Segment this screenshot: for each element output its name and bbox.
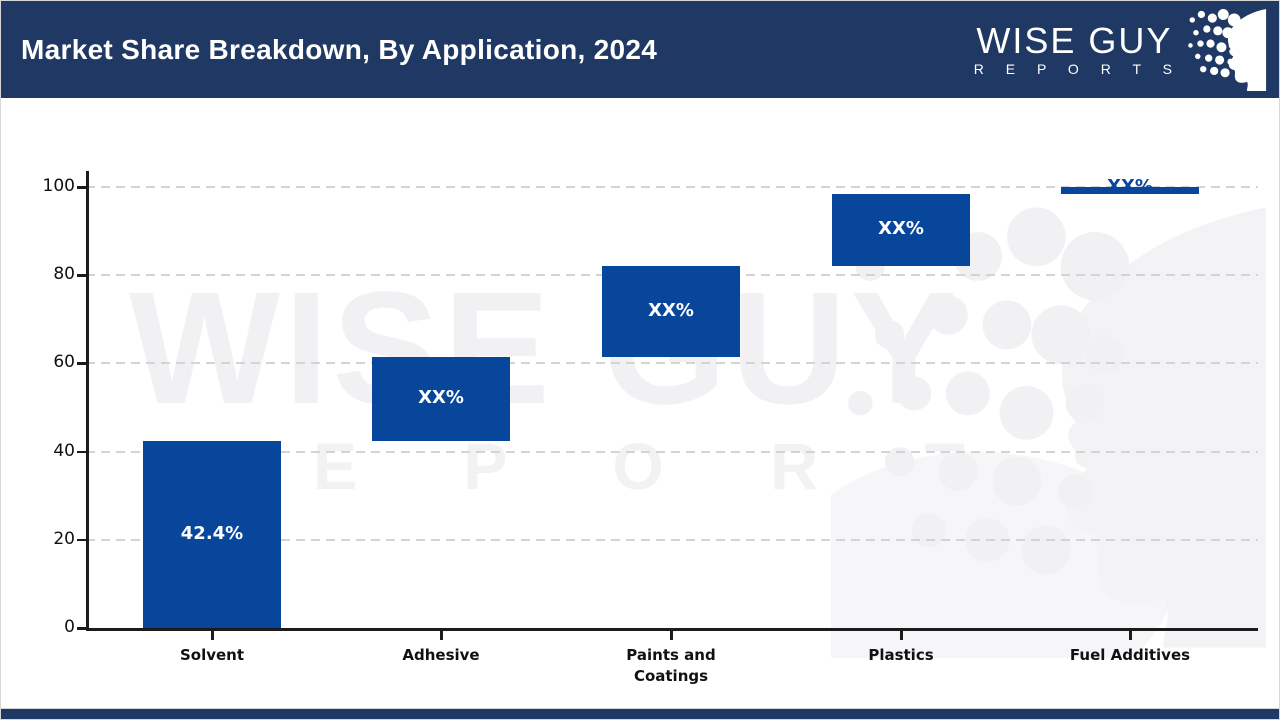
bar-value-label: XX%	[648, 299, 694, 321]
y-axis-line	[86, 171, 89, 631]
y-axis-tick-mark	[77, 627, 86, 630]
x-axis-tick-mark	[670, 631, 673, 640]
footer-bar	[1, 709, 1279, 719]
brand-logo: WISE GUY R E P O R T S	[968, 7, 1267, 93]
y-axis-tick-label: 100	[42, 176, 75, 196]
gridline	[86, 450, 1258, 453]
x-axis-category-label: Solvent	[179, 646, 245, 664]
gridline	[86, 538, 1258, 541]
chart-plot-area: WISE GUY R E P O R T S 0 20 40 60 80 100 42.4%…	[1, 98, 1279, 711]
bar-value-label: XX%	[878, 217, 924, 239]
x-axis-category-label: Adhesive	[402, 646, 480, 664]
y-axis-tick-label: 60	[53, 352, 75, 373]
x-axis-tick-mark	[900, 631, 903, 640]
brand-name: WISE GUY	[976, 20, 1173, 61]
face-dots-icon	[1188, 9, 1267, 91]
x-axis-category-label: Fuel Additives	[1069, 646, 1191, 664]
bar-segment	[832, 193, 970, 267]
footer-divider	[1, 708, 1279, 709]
gridline	[86, 362, 1258, 365]
bar-segment	[1061, 187, 1199, 194]
gridline	[86, 186, 1258, 188]
bar-value-label: 42.4%	[180, 522, 244, 544]
y-axis-tick-label: 20	[53, 528, 75, 549]
brand-subname: R E P O R T S	[973, 61, 1181, 77]
y-axis-tick-label: 80	[53, 264, 75, 285]
x-axis-tick-mark	[440, 631, 443, 640]
header-bar: Market Share Breakdown, By Application, …	[1, 1, 1279, 98]
x-axis-category-label: Paints and Coatings	[626, 646, 716, 685]
watermark-brand-text: WISE GUY	[129, 258, 962, 437]
y-axis-tick-mark	[77, 362, 86, 365]
bar-segment	[602, 266, 740, 357]
x-axis-tick-mark	[211, 631, 214, 640]
y-axis-tick-label: 40	[53, 440, 75, 461]
bar-value-label: XX%	[418, 386, 464, 408]
x-axis-line	[86, 628, 1258, 631]
y-axis-tick-mark	[77, 450, 86, 454]
bar-segment	[143, 441, 281, 628]
page-title: Market Share Breakdown, By Application, …	[21, 33, 658, 65]
brand-logo-text: WISE GUY R E P O R T S	[968, 22, 1181, 78]
bar-segment	[372, 356, 510, 441]
y-axis-tick-mark	[77, 538, 86, 542]
x-axis-tick-mark	[1129, 631, 1132, 640]
y-axis-tick-mark	[77, 274, 86, 277]
y-axis-tick-label: 0	[64, 617, 75, 637]
x-axis-category-label: Plastics	[868, 646, 934, 664]
y-axis-tick-mark	[77, 186, 86, 189]
